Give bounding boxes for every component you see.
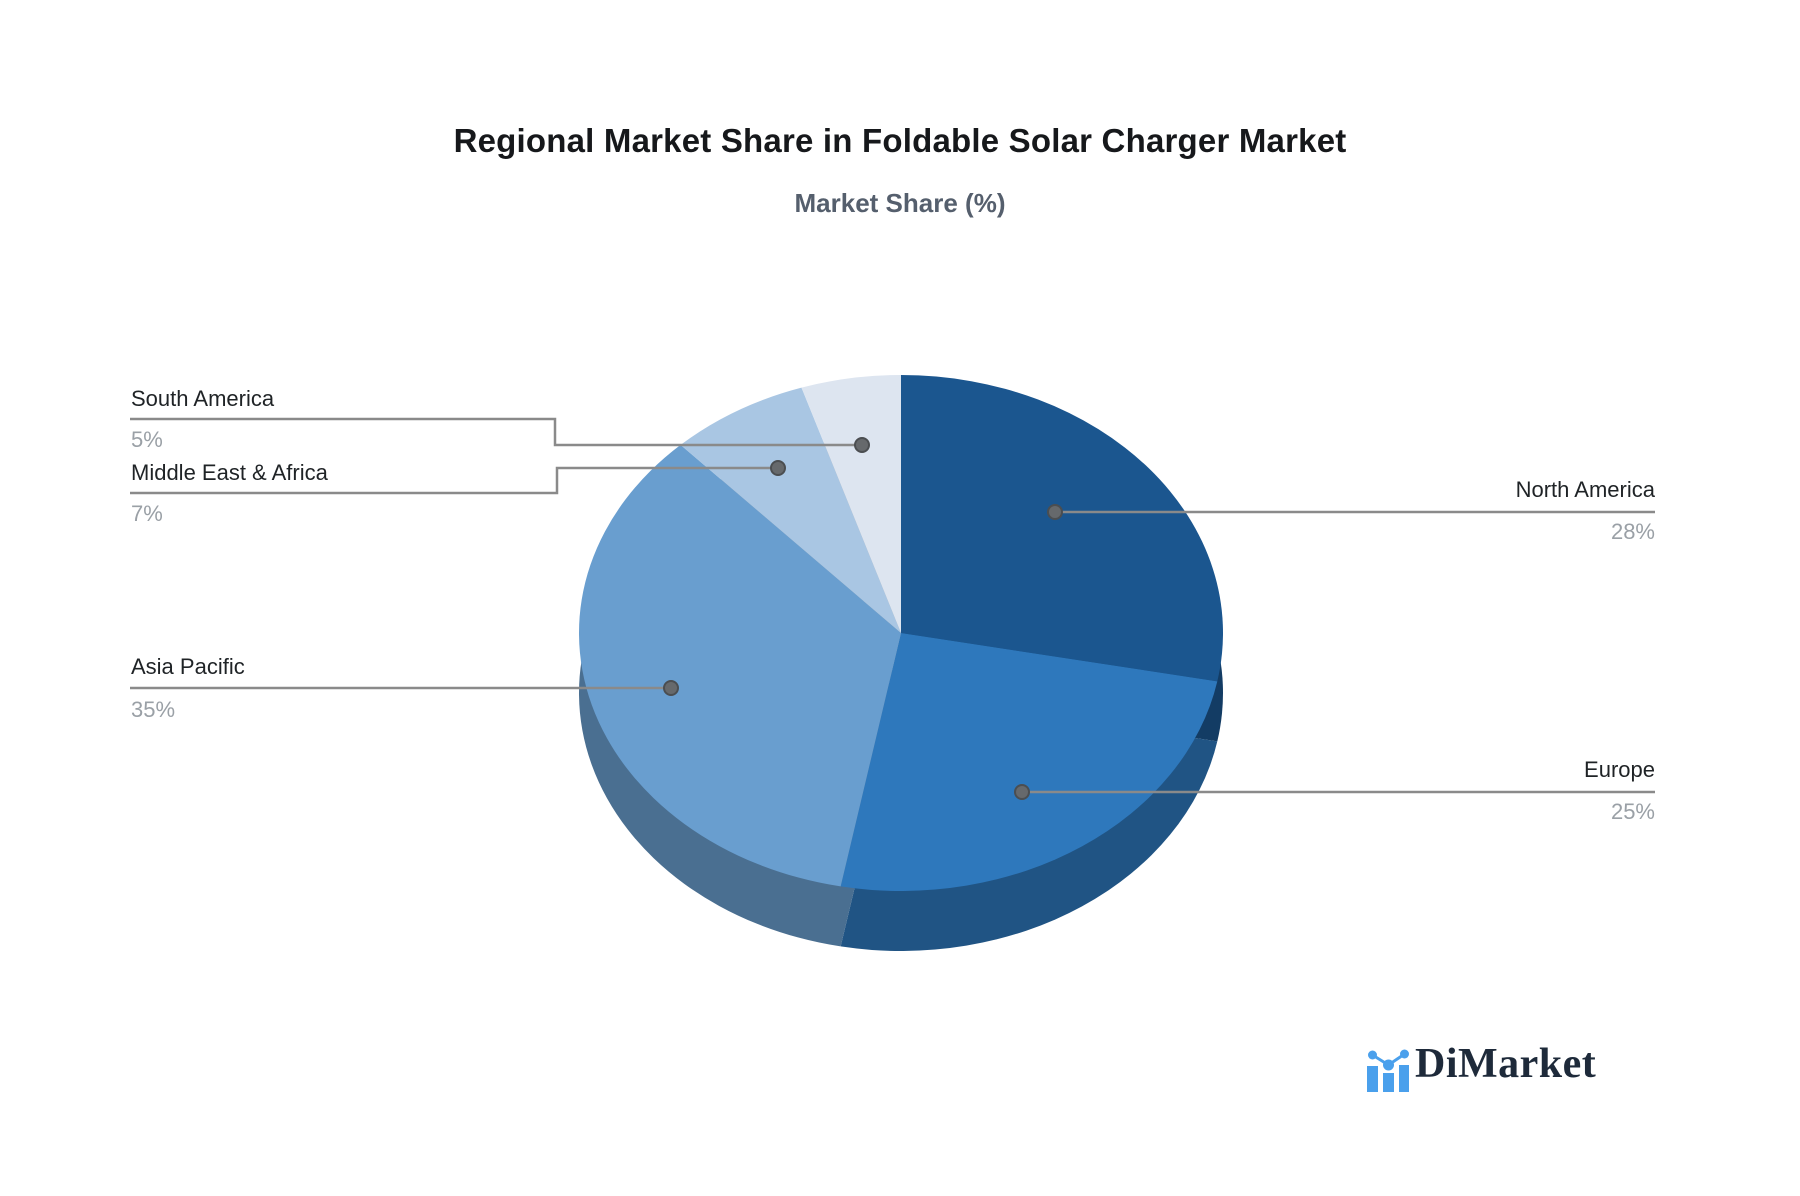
- label-north-america: North America: [1515, 477, 1655, 502]
- chart-title: Regional Market Share in Foldable Solar …: [453, 122, 1347, 159]
- value-europe: 25%: [1610, 799, 1655, 824]
- leader-dot-north-america: [1047, 504, 1063, 520]
- label-europe: Europe: [1584, 757, 1655, 782]
- pie-slice-middle-east-africa: [680, 387, 901, 633]
- value-middle-east-africa: 7%: [131, 501, 163, 526]
- value-north-america: 28%: [1610, 519, 1655, 544]
- leader-dot-europe: [1014, 784, 1030, 800]
- pie-slice-north-america: [901, 375, 1224, 682]
- label-middle-east-africa: Middle East & Africa: [131, 460, 328, 485]
- leader-dot-south-america: [854, 437, 870, 453]
- leader-line-south-america: [130, 417, 862, 447]
- label-asia-pacific: Asia Pacific: [131, 654, 245, 679]
- pie-slice-south-america: [801, 375, 901, 633]
- bar-line-chart-icon: [1367, 1049, 1409, 1092]
- brand-name: DiMarket: [1415, 1041, 1597, 1087]
- leader-line-middle-east-africa: [130, 466, 778, 495]
- label-south-america: South America: [131, 386, 275, 411]
- chart-subtitle: Market Share (%): [794, 188, 1006, 218]
- value-asia-pacific: 35%: [131, 697, 176, 722]
- brand-watermark: DiMarket: [1363, 1040, 1653, 1100]
- value-south-america: 5%: [131, 427, 163, 452]
- pie-slice-europe: [840, 633, 1218, 891]
- pie-slice-asia-pacific: [579, 444, 901, 887]
- leader-dot-asia-pacific: [663, 680, 679, 696]
- leader-dot-middle-east-africa: [770, 460, 786, 476]
